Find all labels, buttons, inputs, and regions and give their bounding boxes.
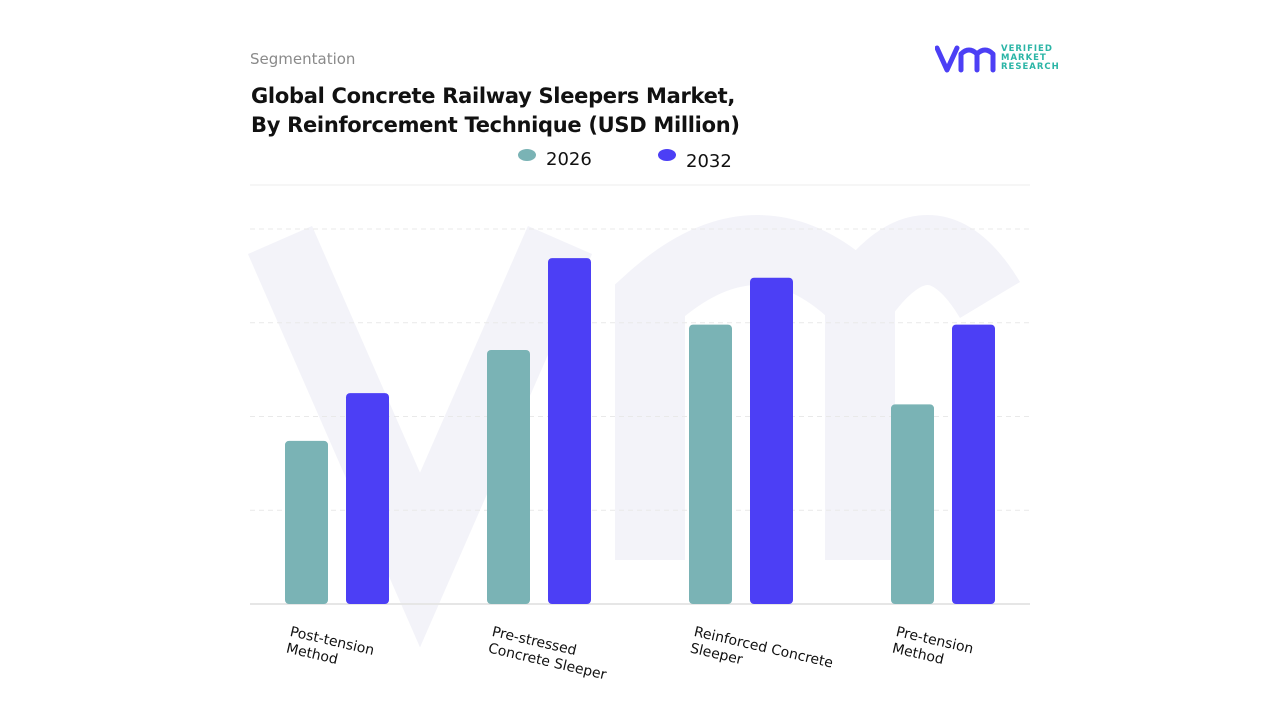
logo-text: VERIFIED MARKET RESEARCH: [1001, 44, 1060, 72]
legend-label: 2032: [686, 151, 732, 172]
section-label: Segmentation: [250, 50, 356, 68]
watermark: [615, 215, 1021, 560]
bar: [487, 349, 530, 604]
logo-mark: [935, 45, 996, 73]
bar: [689, 324, 732, 604]
bar: [346, 393, 389, 604]
legend-swatch: [658, 149, 676, 161]
bar: [285, 440, 328, 604]
bar: [952, 324, 995, 604]
watermark: [247, 225, 593, 648]
legend-label: 2026: [546, 149, 592, 170]
legend-swatch: [518, 149, 536, 161]
bar: [548, 258, 591, 604]
bar: [750, 277, 793, 604]
bar: [891, 404, 934, 604]
chart-title: Global Concrete Railway Sleepers Market,…: [251, 84, 740, 137]
